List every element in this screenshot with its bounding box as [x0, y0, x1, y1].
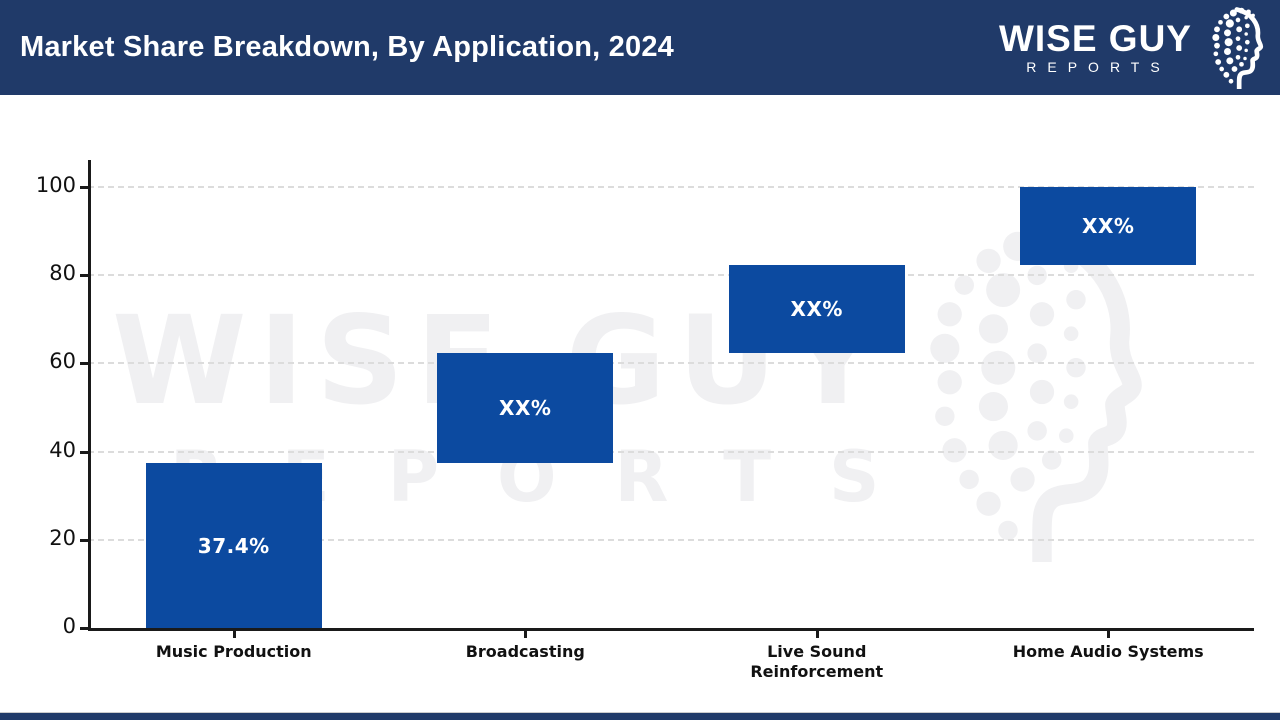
x-tick-mark [524, 631, 528, 638]
bar-value-label: 37.4% [197, 533, 270, 558]
bar-segment: XX% [728, 265, 905, 353]
gridline [88, 538, 1254, 541]
y-tick-label: 20 [49, 525, 76, 550]
y-tick-label: 60 [49, 349, 76, 374]
x-tick-mark [1107, 631, 1111, 638]
bar-value-label: XX% [1082, 214, 1135, 239]
brand-text: WISE GUY REPORTS [998, 18, 1192, 75]
gridline [88, 362, 1254, 365]
bar-segment: XX% [1020, 187, 1197, 266]
y-tick-mark [80, 627, 88, 630]
y-tick-mark [80, 450, 88, 454]
bar-segment: 37.4% [145, 463, 322, 628]
bar-value-label: XX% [499, 395, 552, 420]
bar-segment: XX% [437, 352, 614, 464]
y-tick-label: 100 [35, 173, 76, 197]
footer-bar [0, 712, 1280, 720]
y-tick-label: 80 [49, 261, 76, 286]
bar-value-label: XX% [790, 296, 843, 321]
y-tick-label: 40 [49, 437, 76, 462]
y-tick-mark [80, 362, 88, 366]
category-label: Home Audio Systems [1012, 642, 1204, 661]
gridline [88, 186, 1254, 188]
page-title: Market Share Breakdown, By Application, … [20, 31, 674, 63]
y-tick-mark [80, 274, 88, 278]
category-label: Music Production [155, 642, 312, 661]
brand-logo: WISE GUY REPORTS [999, 7, 1266, 89]
x-tick-mark [232, 631, 236, 638]
gridline [88, 274, 1254, 277]
x-axis-line [88, 628, 1254, 631]
brand-subname: REPORTS [1026, 58, 1171, 75]
y-tick-mark [80, 186, 88, 189]
header-bar: Market Share Breakdown, By Application, … [0, 0, 1280, 95]
y-tick-label: 0 [62, 614, 76, 638]
category-label: Live Sound Reinforcement [750, 642, 884, 681]
category-label: Broadcasting [465, 642, 585, 661]
y-axis-line [88, 160, 91, 631]
y-tick-mark [80, 538, 88, 542]
dotted-head-logo-icon [1196, 7, 1266, 89]
brand-name: WISE GUY [998, 18, 1192, 60]
gridline [88, 450, 1254, 453]
x-tick-mark [815, 631, 819, 638]
